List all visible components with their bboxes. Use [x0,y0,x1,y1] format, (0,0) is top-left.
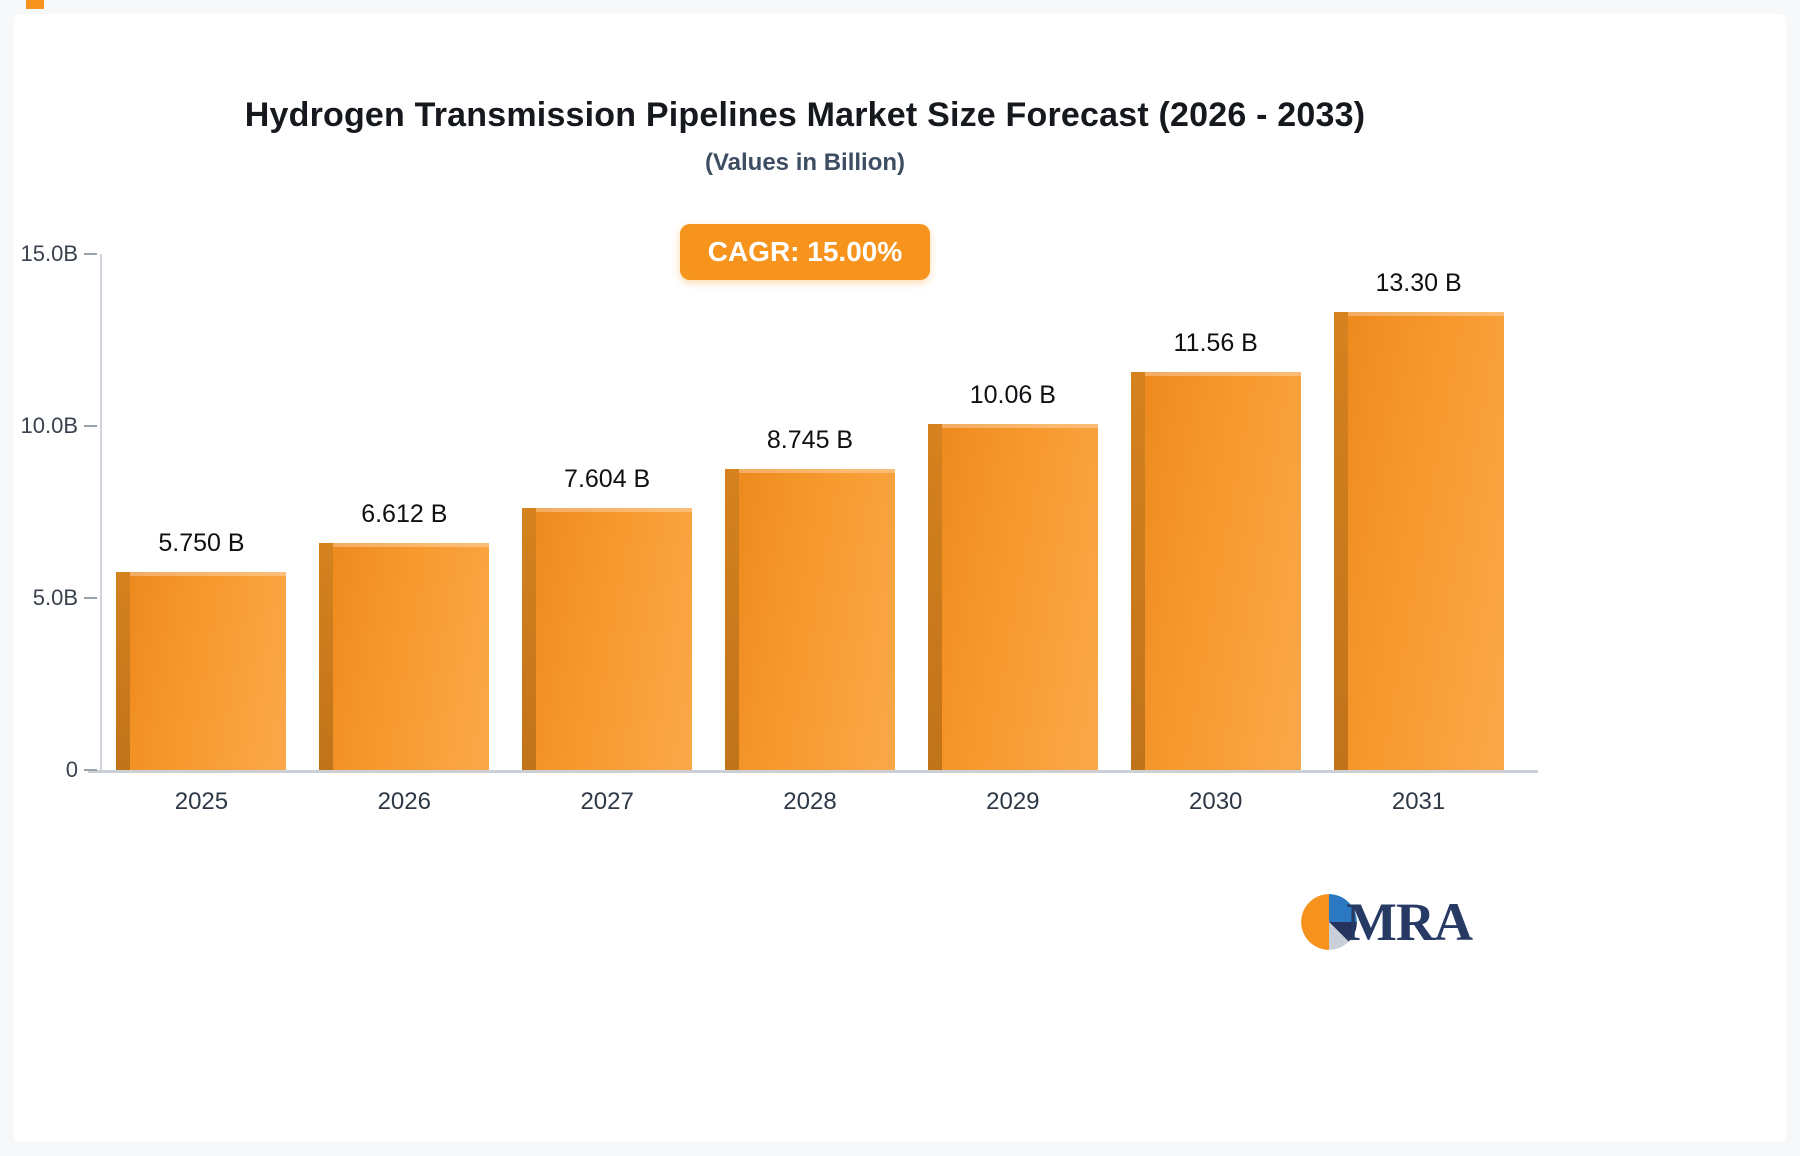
bar-front-face [1347,312,1504,770]
bar-front-face [1144,372,1301,770]
y-axis-line [100,254,102,772]
bar-value-label-2029: 10.06 B [969,380,1056,409]
bar-value-label-2026: 6.612 B [361,499,448,528]
y-tick-mark-0 [84,769,97,771]
bar-side-face [1333,312,1348,770]
y-tick-label-15.0B: 15.0B [20,241,79,266]
x-axis-label-2025: 2025 [174,788,229,815]
bar-front-face [536,508,693,770]
x-axis-label-2026: 2026 [377,788,431,815]
chart-title: Hydrogen Transmission Pipelines Market S… [244,96,1366,134]
x-axis-label-2027: 2027 [580,788,634,815]
bar-2027 [522,508,693,770]
bar-value-label-2028: 8.745 B [766,426,854,455]
cagr-badge: CAGR: 15.00% [679,224,931,280]
x-axis-label-2030: 2030 [1189,788,1243,815]
x-axis-label-2031: 2031 [1391,788,1446,815]
top-left-accent [26,0,44,9]
bar-2025 [116,572,287,770]
mra-logo: MRA [1300,892,1473,952]
bar-2030 [1130,372,1301,770]
bar-front-face [739,469,895,770]
y-tick-label-5.0B: 5.0B [32,585,78,610]
bar-side-face [319,542,334,770]
mra-logo-pie-icon [1301,894,1357,950]
bar-2029 [927,423,1098,770]
bar-front-face [333,542,490,770]
bar-side-face [116,572,131,770]
bar-front-face [941,423,1098,770]
x-axis-label-2028: 2028 [783,788,837,815]
y-tick-mark-5.0B [84,597,97,599]
bar-value-label-2025: 5.750 B [158,529,245,558]
bar-2028 [725,469,895,770]
x-axis-label-2029: 2029 [986,788,1040,815]
bar-side-face [927,423,942,770]
bar-side-face [522,508,537,770]
y-tick-label-0: 0 [65,757,78,782]
bar-chart-plot: 15.0B 10.0B 5.0B 0 5.750 B 2025 6.612 B 2026 7.6… [21,241,1538,815]
chart-subtitle: (Values in Billion) [704,149,906,176]
y-tick-mark-10.0B [84,425,97,427]
bar-value-label-2030: 11.56 B [1173,329,1258,358]
mra-logo-text: MRA [1346,892,1473,952]
bar-side-face [1130,372,1145,770]
bar-2026 [319,542,490,770]
cagr-badge-label: CAGR: 15.00% [707,236,903,267]
bar-value-label-2027: 7.604 B [564,465,651,494]
bar-value-label-2031: 13.30 B [1375,269,1462,298]
bar-2031 [1333,312,1504,770]
cagr-badge-wrap: CAGR: 15.00% [0,224,1610,280]
bar-front-face [130,572,287,770]
bar-side-face [725,469,739,770]
y-tick-label-10.0B: 10.0B [20,413,79,438]
y-tick-mark-15.0B [84,253,97,255]
x-axis-line [88,770,1538,773]
